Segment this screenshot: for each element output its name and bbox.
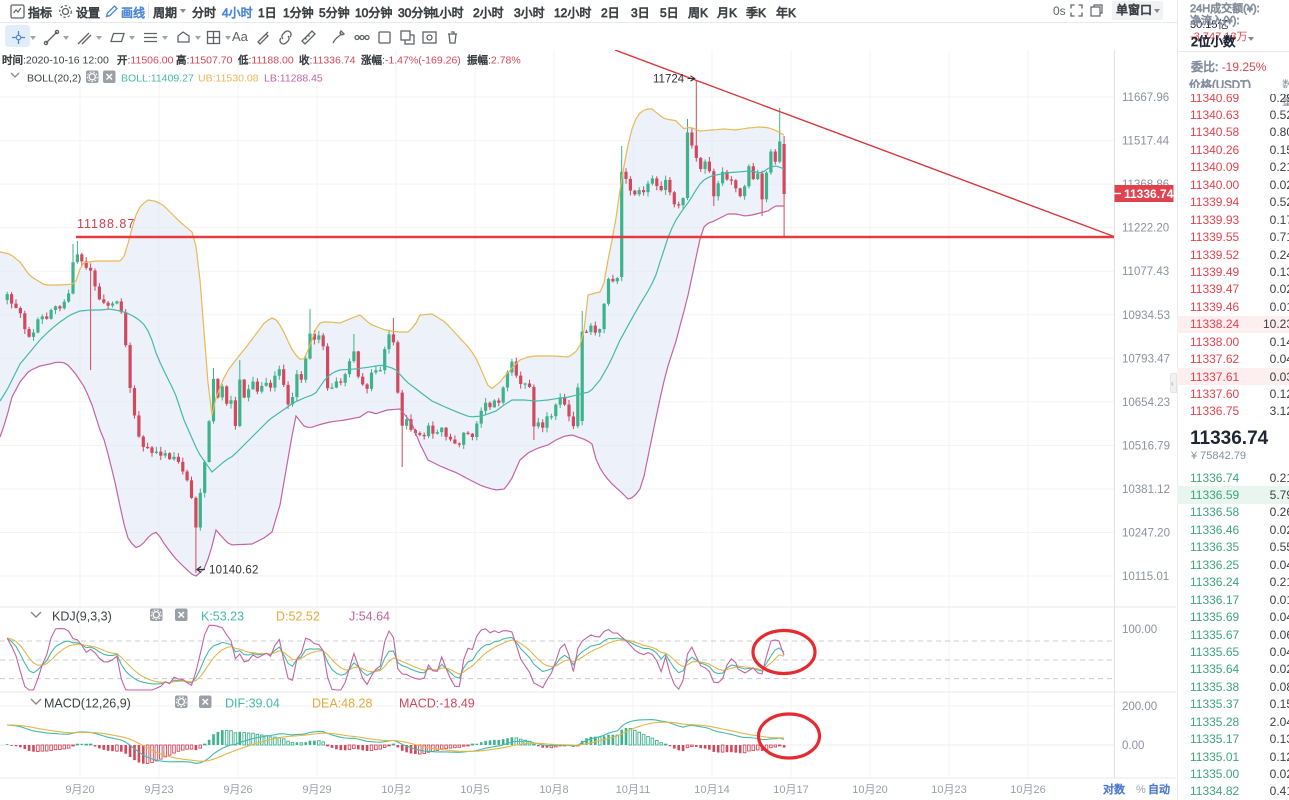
svg-text:10934.53: 10934.53: [1122, 310, 1170, 322]
svg-text:11667.96: 11667.96: [1122, 92, 1169, 104]
svg-text:10月8: 10月8: [539, 784, 568, 796]
svg-text:10654.23: 10654.23: [1122, 397, 1170, 409]
svg-text:时间:2020-10-16 12:00: 时间:2020-10-16 12:00: [2, 54, 109, 67]
svg-text:10115.01: 10115.01: [1122, 571, 1169, 583]
svg-text:10月2: 10月2: [381, 784, 410, 796]
svg-text:10月5: 10月5: [460, 784, 489, 796]
svg-text:对数: 对数: [1103, 782, 1125, 796]
svg-text:10381.12: 10381.12: [1122, 484, 1170, 496]
svg-text:DEA:48.28: DEA:48.28: [312, 697, 373, 711]
svg-text:10月23: 10月23: [931, 784, 966, 796]
svg-text:K:53.23: K:53.23: [201, 610, 244, 624]
svg-text:J:54.64: J:54.64: [349, 610, 390, 624]
svg-text:9月26: 9月26: [223, 784, 252, 796]
svg-text:涨幅:-1.47%(-169.26): 涨幅:-1.47%(-169.26): [361, 54, 461, 67]
svg-text:9月20: 9月20: [65, 784, 94, 796]
svg-text:11336.74: 11336.74: [1124, 187, 1174, 201]
svg-text:11077.43: 11077.43: [1122, 266, 1169, 278]
svg-text:高:11507.70: 高:11507.70: [176, 54, 233, 67]
svg-text:MACD(12,26,9): MACD(12,26,9): [44, 697, 131, 711]
svg-text:200.00: 200.00: [1122, 701, 1157, 713]
svg-text:KDJ(9,3,3): KDJ(9,3,3): [52, 610, 112, 624]
svg-text:开:11506.00: 开:11506.00: [117, 55, 174, 67]
svg-text:10140.62: 10140.62: [209, 565, 259, 577]
svg-text:收:11336.74: 收:11336.74: [299, 54, 356, 67]
svg-text:低:11188.00: 低:11188.00: [238, 54, 294, 67]
svg-text:11188.87: 11188.87: [77, 217, 135, 231]
svg-text:10516.79: 10516.79: [1122, 440, 1170, 452]
svg-text:MACD:-18.49: MACD:-18.49: [399, 697, 475, 711]
svg-text:DIF:39.04: DIF:39.04: [225, 697, 280, 711]
svg-text:BOLL(20,2): BOLL(20,2): [27, 73, 81, 85]
svg-text:0.00: 0.00: [1122, 740, 1144, 752]
svg-text:LB:11288.45: LB:11288.45: [264, 73, 323, 85]
svg-text:UB:11530.08: UB:11530.08: [198, 73, 259, 85]
svg-text:%: %: [1136, 784, 1146, 796]
svg-text:自动: 自动: [1148, 783, 1170, 796]
svg-text:9月29: 9月29: [302, 784, 331, 796]
svg-text:11517.44: 11517.44: [1122, 136, 1170, 148]
svg-text:D:52.52: D:52.52: [276, 610, 320, 624]
svg-text:10月14: 10月14: [694, 784, 729, 796]
svg-text:BOLL:11409.27: BOLL:11409.27: [121, 73, 194, 85]
svg-text:100.00: 100.00: [1122, 624, 1157, 636]
svg-text:10月17: 10月17: [773, 784, 808, 796]
svg-text:11724: 11724: [653, 74, 685, 86]
svg-text:10月26: 10月26: [1010, 784, 1045, 796]
svg-text:9月23: 9月23: [144, 784, 173, 796]
svg-text:11222.20: 11222.20: [1122, 223, 1169, 235]
svg-text:振幅:2.78%: 振幅:2.78%: [467, 54, 521, 67]
svg-text:10247.20: 10247.20: [1122, 528, 1170, 540]
svg-text:10月20: 10月20: [852, 784, 887, 796]
svg-text:10月11: 10月11: [616, 784, 651, 796]
svg-text:10793.47: 10793.47: [1122, 353, 1170, 365]
